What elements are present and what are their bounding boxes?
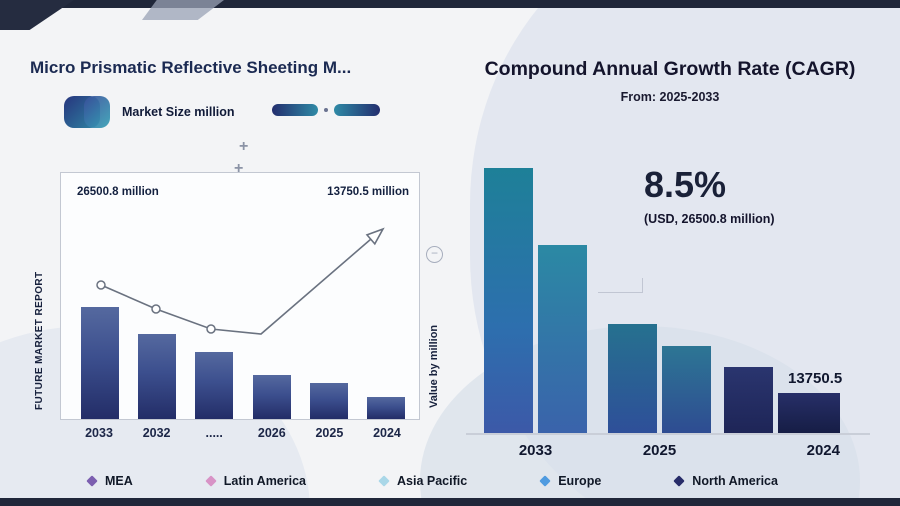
- marker-dot-icon: [151, 304, 161, 314]
- x-axis-label: 2026: [257, 426, 286, 440]
- cagr-bar-2033: [484, 168, 533, 433]
- diamond-marker-icon: [86, 475, 98, 487]
- legend-label: MEA: [105, 474, 133, 488]
- region-legend: MEA Latin America Asia Pacific Europe North …: [86, 474, 778, 488]
- x-axis-label: 2024: [373, 426, 401, 440]
- x-axis-label: 2024: [806, 442, 840, 459]
- market-size-2033-value: 26500.8 million: [77, 186, 159, 198]
- marker-dot-icon: [206, 324, 216, 334]
- market-size-bar: [81, 307, 119, 419]
- chart-endpoint-values: 26500.8 million 13750.5 million: [77, 186, 409, 198]
- legend-item-mea: MEA: [86, 474, 133, 488]
- legend-gradient-shape-icon: [84, 96, 110, 128]
- market-size-legend: Market Size million: [64, 96, 235, 128]
- diamond-marker-icon: [673, 475, 685, 487]
- x-axis-label: 2033: [518, 442, 553, 459]
- x-axis-line: [466, 433, 870, 435]
- left-bars: [81, 173, 405, 419]
- trend-arrow-icon: [96, 227, 385, 335]
- legend-item-north-america: North America: [673, 474, 778, 488]
- cagr-bar-2024: [724, 367, 773, 433]
- cagr-bar-group-2024: [724, 367, 840, 433]
- legend-item-europe: Europe: [539, 474, 602, 488]
- x-axis-label: 2032: [142, 426, 171, 440]
- cagr-subtitle: From: 2025-2033: [620, 90, 720, 104]
- market-size-bar: [309, 383, 348, 419]
- market-size-2024-value: 13750.5 million: [327, 186, 409, 198]
- cagr-bar-group-2033: [484, 168, 587, 433]
- corner-accent-shape: [0, 0, 74, 30]
- cagr-bar-2025: [662, 346, 711, 433]
- top-strip: [0, 0, 900, 8]
- left-chart-title: Micro Prismatic Reflective Sheeting M...: [30, 58, 352, 77]
- market-size-bar: [195, 352, 234, 419]
- cagr-bar-2024: [778, 393, 840, 433]
- cagr-bar-2025: [608, 324, 657, 433]
- cagr-bar-group-2025: [608, 324, 711, 433]
- corner-accent-shape: [142, 0, 224, 20]
- cagr-bar-2033: [538, 245, 587, 433]
- cagr-detail: (USD, 26500.8 million): [644, 212, 775, 226]
- arrowhead-icon: [365, 227, 385, 246]
- legend-label: North America: [692, 474, 778, 488]
- decor-step-line: [598, 278, 643, 293]
- marker-dot-icon: [96, 280, 106, 290]
- x-axis-label: 2025: [315, 426, 344, 440]
- value-callout-2024: 13750.5: [788, 370, 843, 387]
- legend-item-latin-america: Latin America: [205, 474, 306, 488]
- legend-label: Latin America: [223, 474, 306, 488]
- x-axis-label: 2025: [642, 442, 677, 459]
- right-y-axis-label: Value by million: [428, 324, 440, 408]
- minus-icon: −: [426, 246, 443, 263]
- gradient-pills-decoration: [272, 104, 380, 116]
- plus-icon: +: [234, 160, 244, 177]
- market-size-chart: 26500.8 million 13750.5 million: [60, 172, 420, 420]
- cagr-title: Compound Annual Growth Rate (CAGR): [484, 58, 856, 80]
- gradient-pill-icon: [272, 104, 318, 116]
- diamond-marker-icon: [378, 475, 390, 487]
- x-axis-label: 2033: [85, 426, 113, 440]
- market-size-bar: [138, 334, 177, 419]
- market-size-bar: [252, 375, 291, 419]
- diamond-marker-icon: [205, 475, 217, 487]
- dot-icon: [324, 108, 328, 112]
- bottom-strip: [0, 498, 900, 506]
- cagr-value: 8.5%: [644, 164, 727, 205]
- legend-item-asia-pacific: Asia Pacific: [378, 474, 468, 488]
- legend-label: Asia Pacific: [397, 474, 468, 488]
- gradient-pill-icon: [334, 104, 380, 116]
- diamond-marker-icon: [539, 475, 551, 487]
- x-axis-label: .....: [205, 426, 223, 440]
- left-x-axis: 2033 2032..... 2026 2025 2024: [80, 426, 406, 440]
- legend-label: Europe: [558, 474, 602, 488]
- market-size-bar: [366, 397, 405, 419]
- plus-icon: +: [239, 138, 249, 155]
- watermark-label: FUTURE MARKET REPORT: [34, 271, 45, 410]
- cagr-chart: 2033 2025 2024: [462, 110, 878, 459]
- market-size-legend-label: Market Size million: [122, 105, 235, 119]
